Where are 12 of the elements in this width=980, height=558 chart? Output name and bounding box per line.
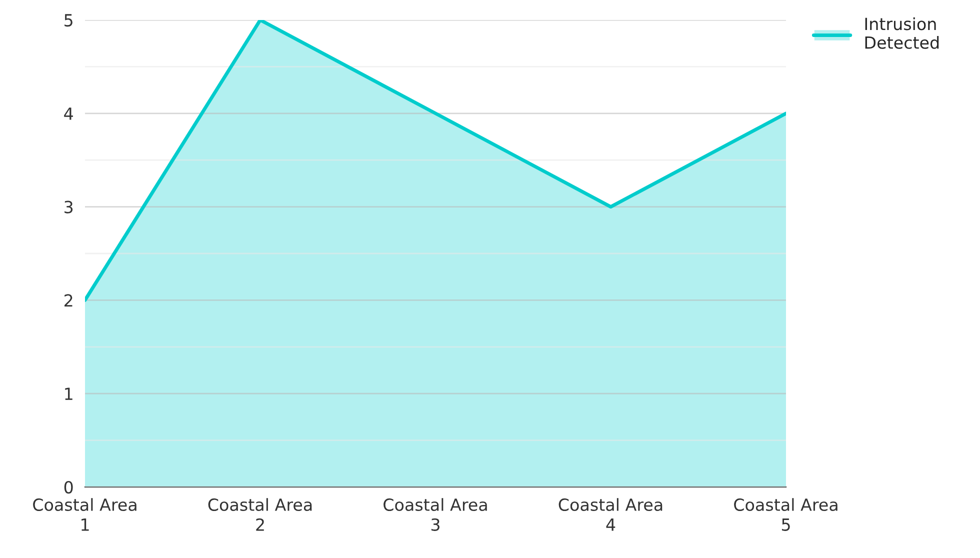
y-tick-label: 2 — [64, 294, 72, 307]
x-tick-label: Coastal Area 4 — [558, 498, 662, 531]
y-tick-label: 3 — [64, 200, 73, 214]
y-tick-label: 1 — [65, 388, 72, 400]
y-tick-label: 0 — [64, 480, 73, 494]
x-tick-label: Coastal Area 2 — [208, 498, 312, 531]
legend-label: Intrusion Detected — [865, 17, 939, 49]
x-tick-label: Coastal Area 5 — [734, 498, 838, 531]
y-tick-label: 5 — [64, 14, 72, 27]
x-tick-label: Coastal Area 1 — [33, 498, 136, 531]
x-tick-label: Coastal Area 3 — [384, 498, 487, 531]
y-tick-label: 4 — [64, 108, 73, 120]
